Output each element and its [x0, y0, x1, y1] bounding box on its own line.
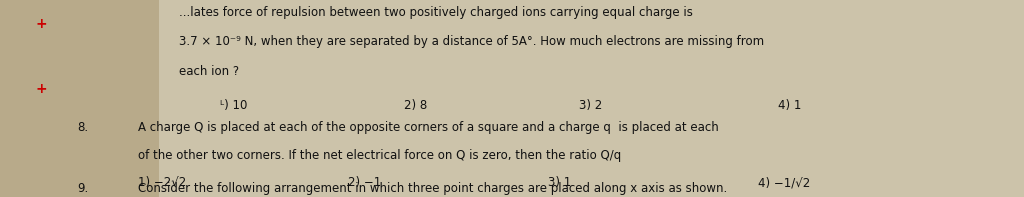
Text: 8.: 8.: [77, 121, 88, 134]
Text: 9.: 9.: [77, 182, 88, 195]
Text: +: +: [35, 82, 47, 96]
Bar: [0, 0, 159, 197]
Text: of the other two corners. If the net electrical force on Q is zero, then the rat: of the other two corners. If the net ele…: [138, 149, 622, 162]
Text: 4) 1: 4) 1: [778, 98, 802, 112]
Text: ᴸ) 10: ᴸ) 10: [220, 98, 248, 112]
Text: +: +: [35, 17, 47, 31]
Text: A charge Q is placed at each of the opposite corners of a square and a charge q : A charge Q is placed at each of the oppo…: [138, 121, 719, 134]
Text: Consider the following arrangement in which three point charges are placed along: Consider the following arrangement in wh…: [138, 182, 727, 195]
Text: 4) −1/√2: 4) −1/√2: [758, 176, 810, 189]
Text: ...lates force of repulsion between two positively charged ions carrying equal c: ...lates force of repulsion between two …: [179, 6, 693, 19]
Text: 3) 2: 3) 2: [579, 98, 602, 112]
Text: 3.7 × 10⁻⁹ N, when they are separated by a distance of 5A°. How much electrons a: 3.7 × 10⁻⁹ N, when they are separated by…: [179, 35, 764, 48]
Text: 3) 1: 3) 1: [548, 176, 571, 189]
Text: 2) −1: 2) −1: [348, 176, 381, 189]
Text: 1) −2√2: 1) −2√2: [138, 176, 186, 189]
Text: 2) 8: 2) 8: [404, 98, 428, 112]
Text: each ion ?: each ion ?: [179, 65, 240, 78]
